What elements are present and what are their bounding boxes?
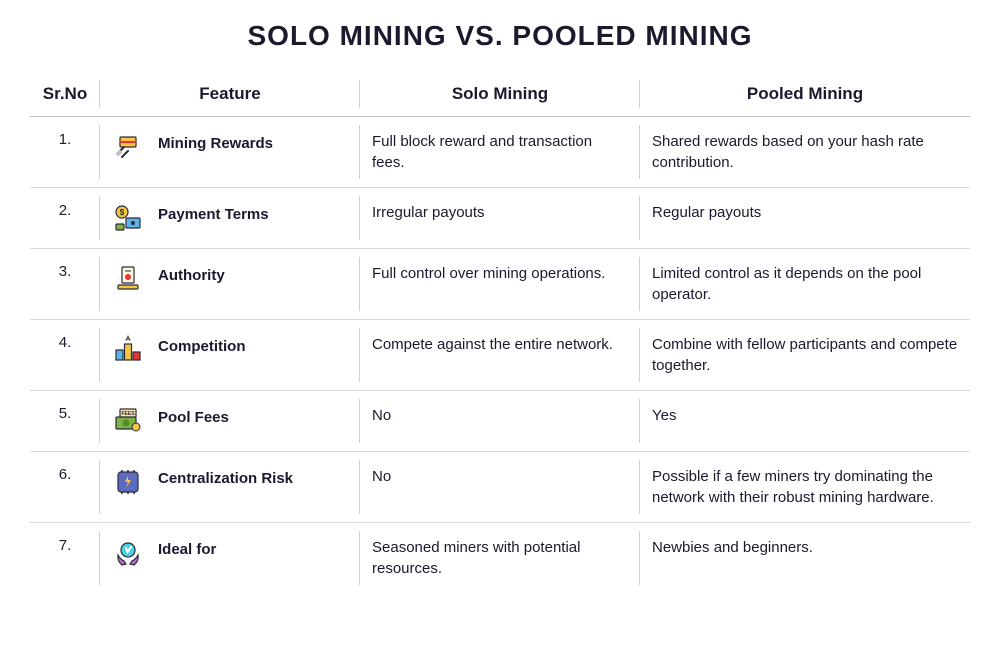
- cell-feature: Ideal for: [100, 523, 360, 594]
- cell-pooled: Combine with fellow participants and com…: [640, 320, 970, 391]
- comparison-table: Sr.No Feature Solo Mining Pooled Mining …: [30, 72, 970, 593]
- pooled-text: Limited control as it depends on the poo…: [652, 263, 958, 305]
- pooled-text: Shared rewards based on your hash rate c…: [652, 131, 958, 173]
- rewards-icon: [112, 131, 144, 163]
- ideal-icon: [112, 537, 144, 569]
- cell-feature: Mining Rewards: [100, 117, 360, 188]
- cell-solo: Seasoned miners with potential resources…: [360, 523, 640, 594]
- cell-pooled: Newbies and beginners.: [640, 523, 970, 594]
- cell-feature: Centralization Risk: [100, 452, 360, 523]
- solo-text: Irregular payouts: [372, 202, 628, 223]
- feature-label: Pool Fees: [158, 405, 229, 426]
- pooled-text: Newbies and beginners.: [652, 537, 958, 558]
- cell-feature: Authority: [100, 249, 360, 320]
- cell-solo: Full control over mining operations.: [360, 249, 640, 320]
- feature-label: Ideal for: [158, 537, 216, 558]
- header-pooled: Pooled Mining: [640, 72, 970, 117]
- cell-pooled: Shared rewards based on your hash rate c…: [640, 117, 970, 188]
- page-title: SOLO MINING VS. POOLED MINING: [30, 20, 970, 52]
- table-row: 6. Centralization Risk No Possible if a few…: [30, 452, 970, 523]
- cell-solo: No: [360, 391, 640, 452]
- cell-srno: 4.: [30, 320, 100, 391]
- table-row: 2. $ Payment Terms Irregular payouts Regular…: [30, 188, 970, 249]
- feature-label: Authority: [158, 263, 225, 284]
- cell-feature: $ Payment Terms: [100, 188, 360, 249]
- pooled-text: Regular payouts: [652, 202, 958, 223]
- fees-icon: FEES: [112, 405, 144, 437]
- cell-feature: FEES Pool Fees: [100, 391, 360, 452]
- solo-text: Compete against the entire network.: [372, 334, 628, 355]
- cell-srno: 2.: [30, 188, 100, 249]
- centralization-icon: [112, 466, 144, 498]
- cell-srno: 1.: [30, 117, 100, 188]
- pooled-text: Combine with fellow participants and com…: [652, 334, 958, 376]
- header-srno: Sr.No: [30, 72, 100, 117]
- table-header-row: Sr.No Feature Solo Mining Pooled Mining: [30, 72, 970, 117]
- header-solo: Solo Mining: [360, 72, 640, 117]
- cell-srno: 3.: [30, 249, 100, 320]
- table-row: 1. Mining Rewards Full block reward and tr…: [30, 117, 970, 188]
- svg-text:$: $: [120, 208, 125, 217]
- svg-text:FEES: FEES: [121, 411, 135, 417]
- cell-srno: 6.: [30, 452, 100, 523]
- solo-text: No: [372, 405, 628, 426]
- feature-label: Centralization Risk: [158, 466, 293, 487]
- cell-pooled: Yes: [640, 391, 970, 452]
- solo-text: Full block reward and transaction fees.: [372, 131, 628, 173]
- table-row: 5. FEES Pool Fees No Yes: [30, 391, 970, 452]
- cell-solo: No: [360, 452, 640, 523]
- solo-text: No: [372, 466, 628, 487]
- table-row: 3. Authority Full control over mining oper…: [30, 249, 970, 320]
- cell-solo: Compete against the entire network.: [360, 320, 640, 391]
- cell-pooled: Limited control as it depends on the poo…: [640, 249, 970, 320]
- competition-icon: [112, 334, 144, 366]
- feature-label: Mining Rewards: [158, 131, 273, 152]
- header-feature: Feature: [100, 72, 360, 117]
- pooled-text: Possible if a few miners try dominating …: [652, 466, 958, 508]
- cell-pooled: Regular payouts: [640, 188, 970, 249]
- cell-feature: Competition: [100, 320, 360, 391]
- solo-text: Full control over mining operations.: [372, 263, 628, 284]
- feature-label: Payment Terms: [158, 202, 269, 223]
- pooled-text: Yes: [652, 405, 958, 426]
- payment-icon: $: [112, 202, 144, 234]
- authority-icon: [112, 263, 144, 295]
- cell-srno: 5.: [30, 391, 100, 452]
- table-row: 4. Competition Compete against the entire …: [30, 320, 970, 391]
- cell-srno: 7.: [30, 523, 100, 594]
- cell-solo: Full block reward and transaction fees.: [360, 117, 640, 188]
- feature-label: Competition: [158, 334, 246, 355]
- cell-solo: Irregular payouts: [360, 188, 640, 249]
- table-row: 7. Ideal for Seasoned miners with potentia…: [30, 523, 970, 594]
- cell-pooled: Possible if a few miners try dominating …: [640, 452, 970, 523]
- solo-text: Seasoned miners with potential resources…: [372, 537, 628, 579]
